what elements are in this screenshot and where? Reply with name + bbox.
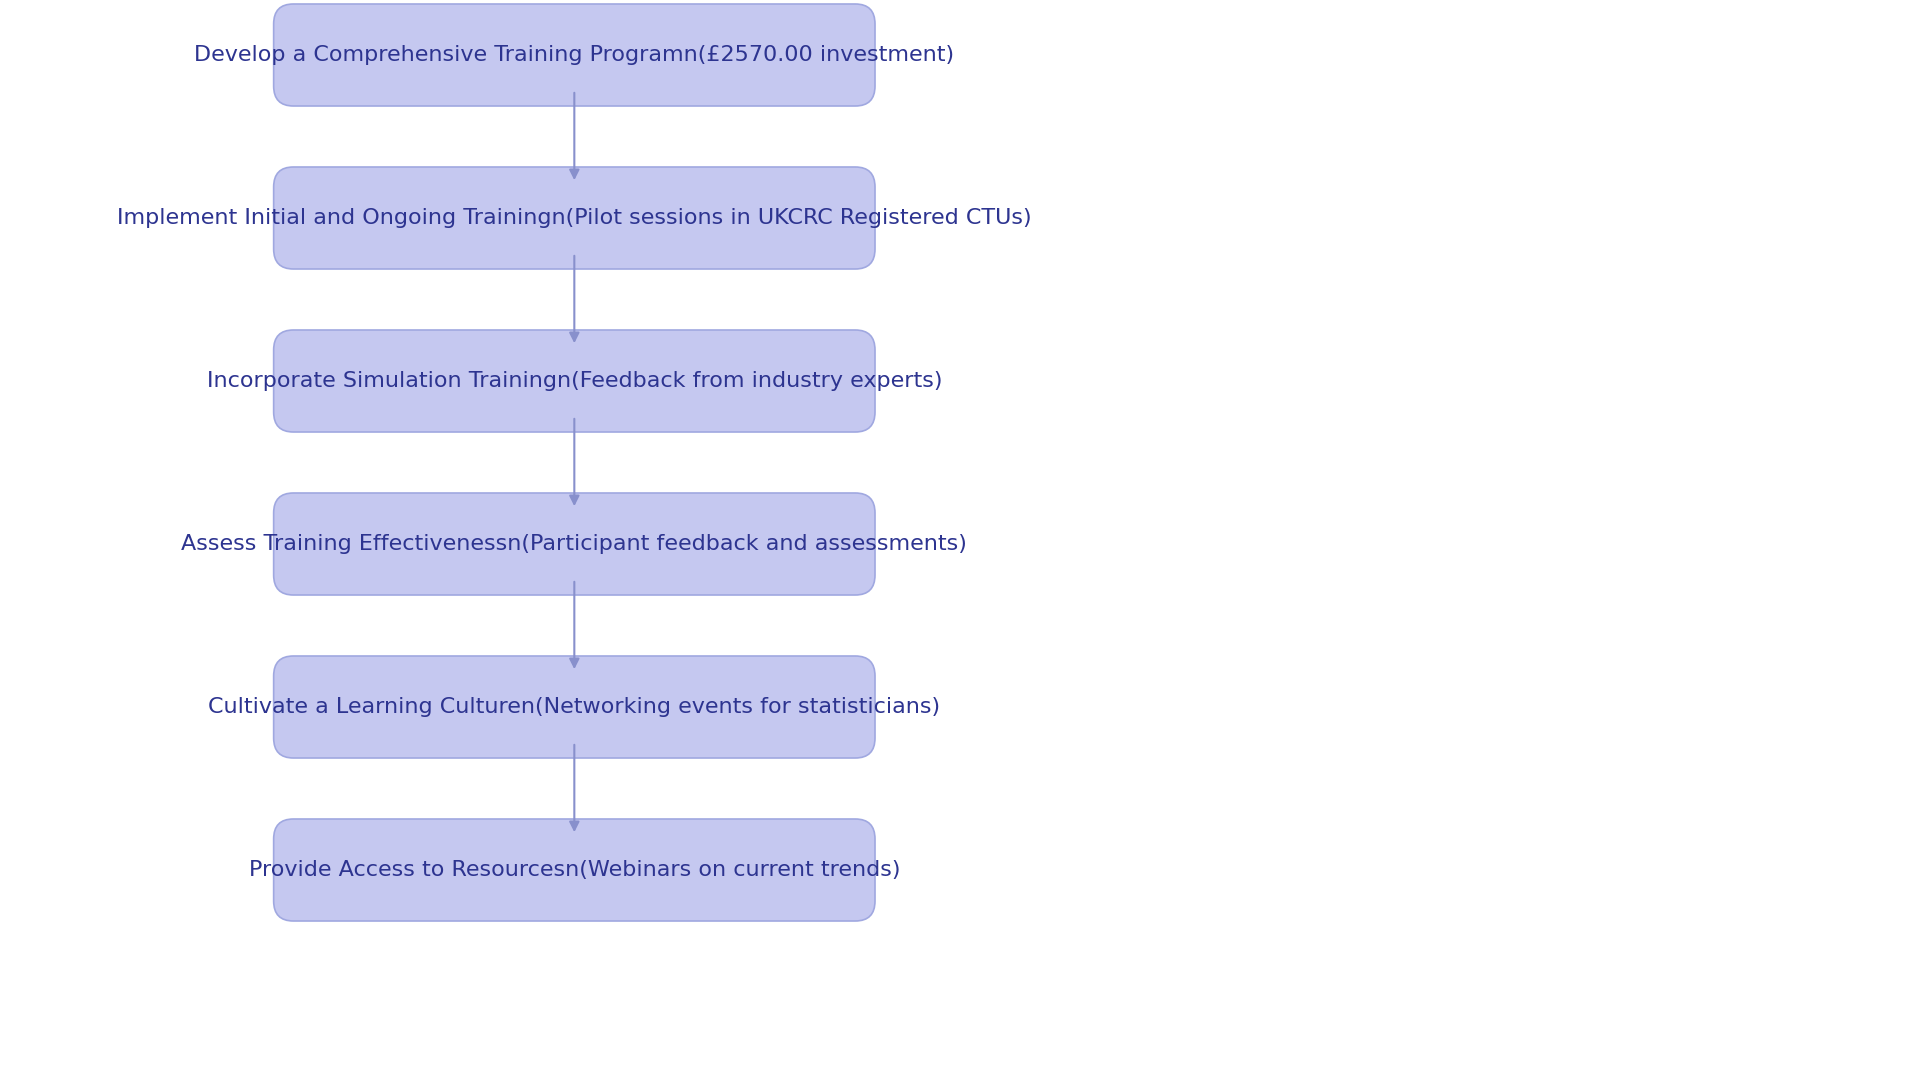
FancyBboxPatch shape bbox=[275, 4, 876, 106]
FancyBboxPatch shape bbox=[275, 167, 876, 269]
Text: Provide Access to Resourcesn(Webinars on current trends): Provide Access to Resourcesn(Webinars on… bbox=[248, 860, 900, 880]
Text: Develop a Comprehensive Training Programn(£2570.00 investment): Develop a Comprehensive Training Program… bbox=[194, 45, 954, 65]
FancyBboxPatch shape bbox=[275, 819, 876, 921]
Text: Assess Training Effectivenessn(Participant feedback and assessments): Assess Training Effectivenessn(Participa… bbox=[180, 534, 968, 554]
FancyBboxPatch shape bbox=[275, 656, 876, 758]
Text: Cultivate a Learning Culturen(Networking events for statisticians): Cultivate a Learning Culturen(Networking… bbox=[207, 697, 941, 717]
FancyBboxPatch shape bbox=[275, 493, 876, 595]
Text: Implement Initial and Ongoing Trainingn(Pilot sessions in UKCRC Registered CTUs): Implement Initial and Ongoing Trainingn(… bbox=[117, 208, 1031, 229]
FancyBboxPatch shape bbox=[275, 330, 876, 432]
Text: Incorporate Simulation Trainingn(Feedback from industry experts): Incorporate Simulation Trainingn(Feedbac… bbox=[207, 371, 943, 391]
